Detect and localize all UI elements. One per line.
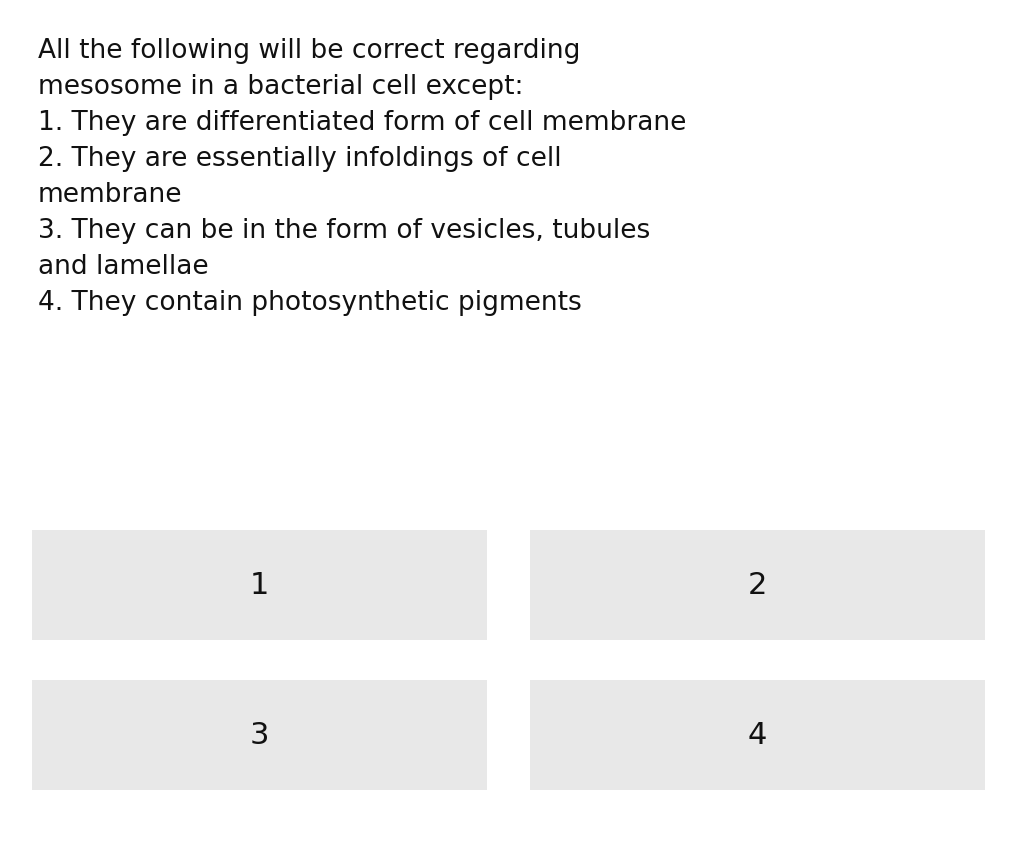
FancyBboxPatch shape — [32, 530, 487, 640]
Text: 1: 1 — [250, 571, 269, 600]
FancyBboxPatch shape — [530, 530, 985, 640]
Text: 2: 2 — [748, 571, 767, 600]
FancyBboxPatch shape — [530, 680, 985, 790]
Text: 3: 3 — [250, 721, 269, 750]
Text: 4: 4 — [748, 721, 767, 750]
FancyBboxPatch shape — [32, 680, 487, 790]
Text: All the following will be correct regarding
mesosome in a bacterial cell except:: All the following will be correct regard… — [38, 38, 686, 316]
